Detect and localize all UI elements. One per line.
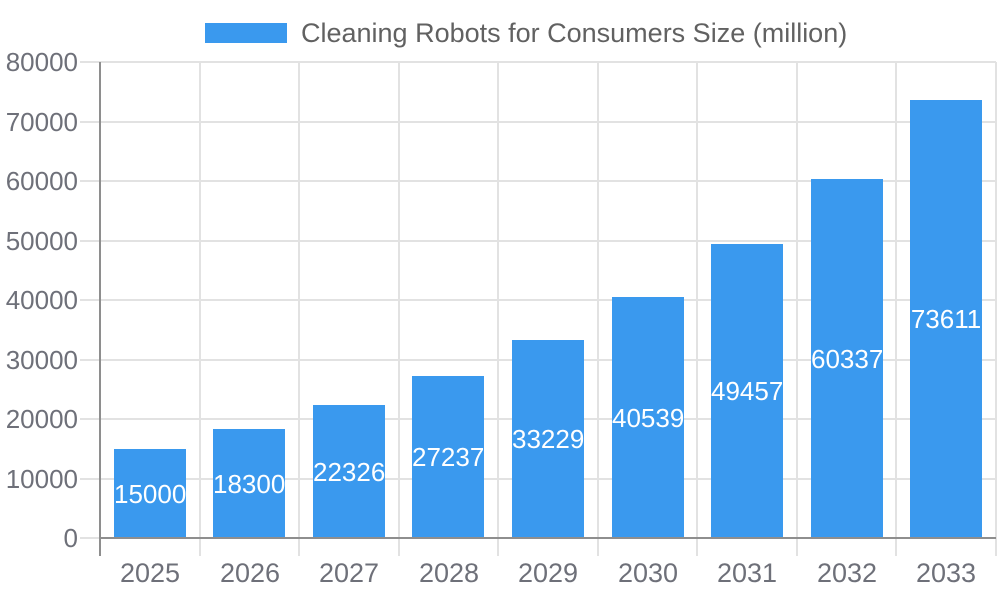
- y-axis-tick-label: 10000: [5, 463, 78, 494]
- legend-swatch: [205, 23, 287, 43]
- x-axis-tick-label: 2031: [716, 558, 778, 588]
- legend-label: Cleaning Robots for Consumers Size (mill…: [301, 18, 848, 48]
- x-axis-tick-label: 2029: [517, 558, 579, 588]
- y-gridline: [80, 299, 996, 301]
- x-axis-tick-label: 2030: [617, 558, 679, 588]
- x-axis-tick-label: 2028: [418, 558, 480, 588]
- x-axis-tick-label: 2033: [915, 558, 977, 588]
- bar-2027[interactable]: [313, 405, 385, 538]
- bar-2029[interactable]: [512, 340, 584, 538]
- bar-2033[interactable]: [910, 100, 982, 538]
- x-gridline: [795, 62, 798, 556]
- x-axis-tick-label: 2032: [816, 558, 878, 588]
- legend-item[interactable]: Cleaning Robots for Consumers Size (mill…: [205, 18, 847, 48]
- y-gridline: [80, 120, 996, 123]
- x-gridline: [397, 62, 400, 556]
- bar-2030[interactable]: [612, 297, 684, 538]
- y-axis-tick-label: 0: [63, 523, 78, 553]
- bar-2026[interactable]: [213, 429, 285, 538]
- y-axis-tick-label: 50000: [5, 225, 78, 256]
- y-axis-tick-label: 70000: [5, 106, 78, 137]
- y-axis-line: [99, 62, 101, 556]
- y-axis-tick-label: 30000: [5, 344, 78, 375]
- x-axis-tick-label: 2027: [318, 558, 380, 588]
- y-gridline: [80, 239, 996, 242]
- x-gridline: [497, 62, 500, 556]
- x-gridline: [596, 62, 599, 556]
- y-axis-tick-label: 20000: [5, 404, 78, 434]
- x-axis-tick-label: 2025: [119, 558, 181, 588]
- x-gridline: [696, 62, 699, 556]
- y-axis-tick-label: 60000: [5, 166, 78, 196]
- x-axis-tick-label: 2026: [219, 558, 281, 588]
- x-axis-line: [100, 537, 996, 539]
- x-gridline: [198, 62, 201, 556]
- x-gridline: [895, 62, 898, 556]
- bar-2028[interactable]: [412, 376, 484, 538]
- x-gridline: [298, 62, 301, 556]
- y-tick-mark: [80, 537, 100, 539]
- y-axis-tick-label: 40000: [5, 285, 78, 315]
- bar-2025[interactable]: [114, 449, 186, 538]
- bar-2032[interactable]: [811, 179, 883, 538]
- bar-2031[interactable]: [711, 244, 783, 538]
- y-gridline: [80, 61, 996, 63]
- y-axis-tick-label: 80000: [5, 47, 78, 77]
- y-gridline: [80, 180, 996, 182]
- x-gridline: [995, 62, 997, 556]
